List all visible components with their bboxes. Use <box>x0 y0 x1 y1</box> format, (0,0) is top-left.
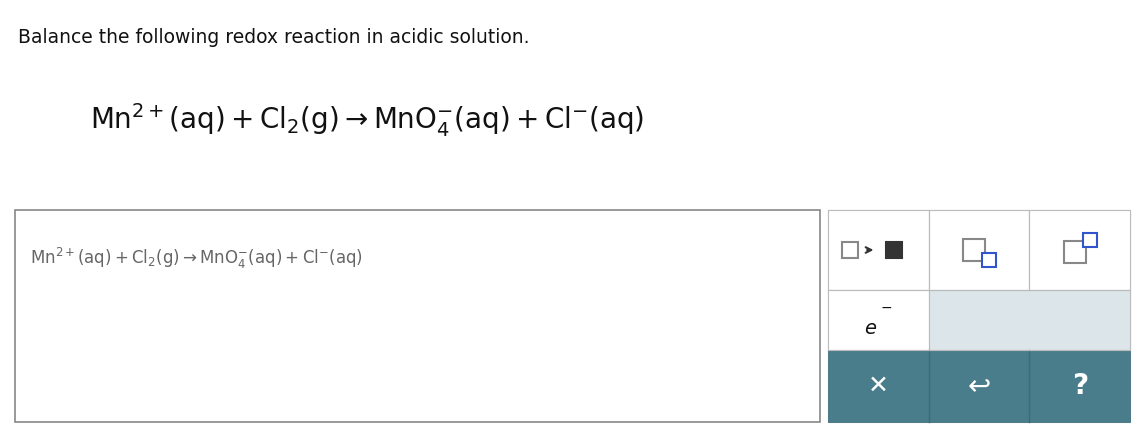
Bar <box>1082 233 1096 247</box>
Bar <box>828 350 928 422</box>
Text: ↩: ↩ <box>967 372 991 400</box>
Text: $-$: $-$ <box>880 300 893 314</box>
Bar <box>842 242 858 258</box>
Bar <box>828 290 928 350</box>
Bar <box>982 253 996 267</box>
Bar <box>928 350 1030 422</box>
Bar <box>828 210 928 290</box>
Text: ?: ? <box>1072 372 1088 400</box>
Text: $\rm{Mn}^{2+}\rm{(aq) + Cl_2(g) \rightarrow MnO_4^{-}(aq) + Cl^{-}(aq)}$: $\rm{Mn}^{2+}\rm{(aq) + Cl_2(g) \rightar… <box>30 246 363 270</box>
Bar <box>15 210 820 422</box>
Bar <box>928 290 1130 350</box>
Text: $e$: $e$ <box>864 319 877 339</box>
Bar <box>886 242 902 258</box>
Bar <box>928 210 1030 290</box>
Bar <box>1030 350 1130 422</box>
Text: $\rm{Mn}^{2+}\rm{(aq)+Cl_2(g) \rightarrow MnO_4^{-}(aq)+Cl^{-}(aq)}$: $\rm{Mn}^{2+}\rm{(aq)+Cl_2(g) \rightarro… <box>90 101 645 139</box>
Bar <box>1064 241 1086 263</box>
Text: Balance the following redox reaction in acidic solution.: Balance the following redox reaction in … <box>18 28 529 47</box>
Text: ✕: ✕ <box>868 374 889 398</box>
Bar <box>828 210 1130 422</box>
Bar <box>1030 210 1130 290</box>
Bar <box>964 239 985 261</box>
